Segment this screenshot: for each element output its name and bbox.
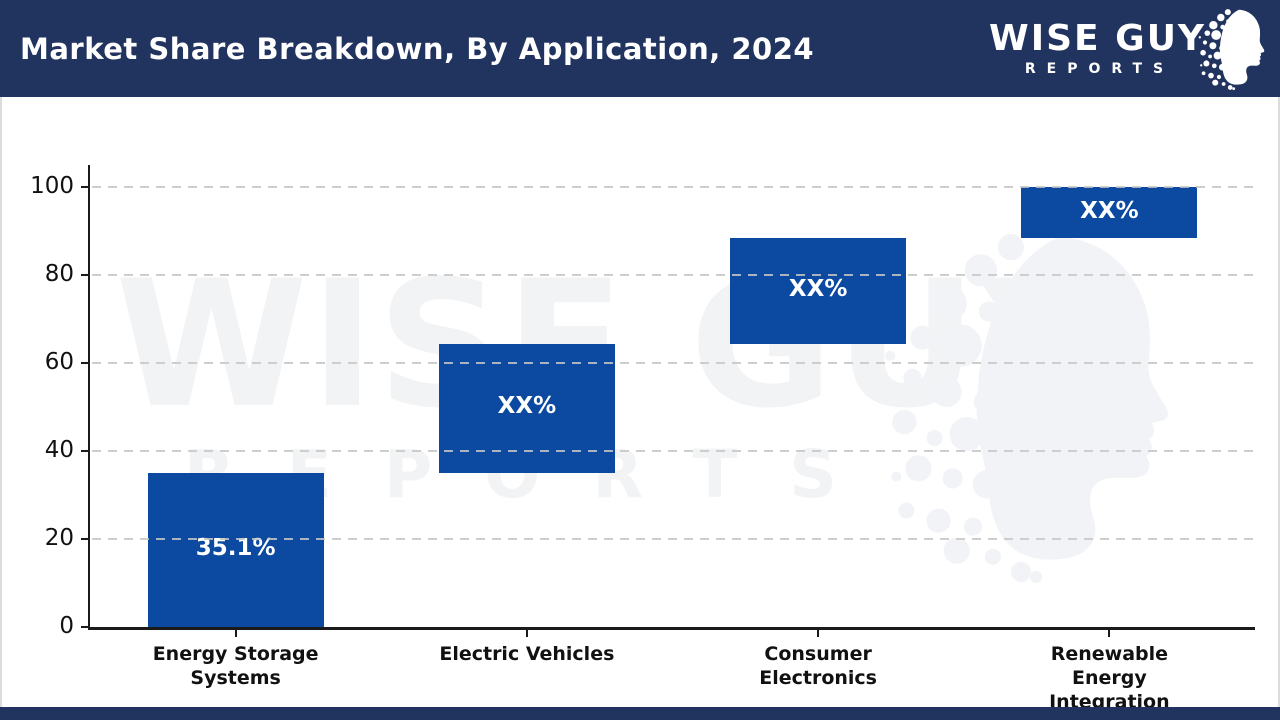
- chart-area: WISE GUY REPORTS 0 20 40 60 80 100 35.1% Energy…: [0, 97, 1280, 707]
- bar-energy-storage-systems: 35.1%: [147, 472, 324, 627]
- gridline: [92, 362, 1255, 364]
- bar-value-label: XX%: [1080, 197, 1139, 224]
- x-axis-label: Electric Vehicles: [439, 643, 615, 665]
- watermark-head-icon: [885, 234, 1168, 583]
- y-tick-mark: [81, 274, 90, 276]
- x-tick-mark: [234, 630, 237, 637]
- brand-subtitle: REPORTS: [1024, 61, 1175, 77]
- brand-name: WISE GUY: [988, 18, 1206, 59]
- x-axis-label: Consumer Electronics: [759, 643, 877, 689]
- y-tick-mark: [81, 538, 90, 540]
- y-axis-label: 60: [44, 349, 74, 375]
- page-title: Market Share Breakdown, By Application, …: [20, 31, 815, 66]
- gridline: [92, 450, 1255, 452]
- brand-logo: WISE GUY REPORTS: [989, 6, 1266, 92]
- footer-bar: [0, 707, 1280, 720]
- gridline: [92, 538, 1255, 540]
- x-tick-mark: [817, 630, 820, 637]
- bar-renewable-energy-integration: XX%: [1021, 187, 1198, 239]
- x-tick-mark: [1108, 630, 1111, 637]
- bar-value-label: XX%: [497, 393, 557, 420]
- brand-text: WISE GUY REPORTS: [988, 18, 1206, 78]
- y-axis-label: 20: [44, 525, 74, 551]
- y-axis-label: 0: [59, 613, 74, 639]
- y-axis-line: [88, 165, 90, 630]
- x-axis-label: Energy Storage Systems: [152, 643, 319, 689]
- y-axis-label: 80: [44, 261, 74, 287]
- x-axis-line: [88, 627, 1255, 630]
- y-axis-label: 100: [30, 173, 74, 199]
- bar-consumer-electronics: XX%: [730, 238, 907, 345]
- y-tick-mark: [81, 186, 90, 188]
- gridline: [92, 274, 1255, 276]
- x-tick-mark: [525, 630, 528, 637]
- gridline: [92, 186, 1255, 188]
- header: Market Share Breakdown, By Application, …: [0, 0, 1280, 97]
- y-tick-mark: [81, 362, 90, 364]
- y-axis-label: 40: [44, 437, 74, 463]
- y-tick-mark: [81, 450, 90, 452]
- bar-value-label: XX%: [788, 276, 848, 303]
- y-tick-mark: [81, 626, 90, 628]
- x-axis-label: Renewable Energy Integration: [1049, 643, 1170, 707]
